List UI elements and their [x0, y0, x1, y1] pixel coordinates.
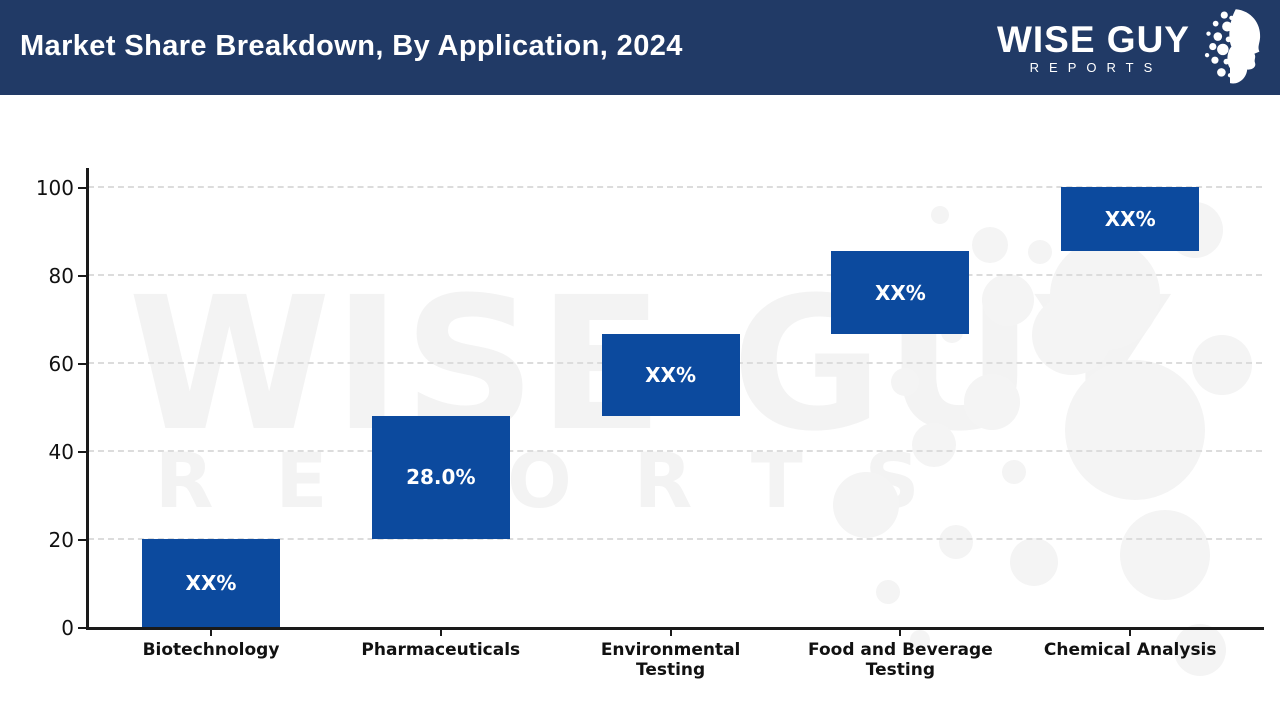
category-label: Pharmaceuticals — [325, 640, 557, 660]
gridline — [88, 450, 1262, 452]
x-tick-mark — [899, 630, 902, 636]
x-tick-mark — [669, 630, 672, 636]
bar-value-label: XX% — [185, 571, 237, 595]
header: Market Share Breakdown, By Application, … — [0, 0, 1280, 95]
logo-text: WISE GUY REPORTS — [997, 21, 1190, 74]
category-label: Biotechnology — [95, 640, 327, 660]
y-tick-label: 80 — [48, 264, 74, 288]
y-tick-label: 0 — [61, 616, 74, 640]
y-tick-label: 60 — [48, 352, 74, 376]
y-tick-mark — [78, 451, 86, 453]
category-label-line: Food and Beverage — [808, 640, 993, 660]
chart-body: WISE GUY REPORTS 0 20 40 60 80 100 XX% Biotechn… — [0, 95, 1280, 720]
category-label-line: Biotechnology — [142, 640, 280, 660]
bar-pharmaceuticals: 28.0% — [371, 415, 510, 539]
category-label-line: Environmental — [600, 640, 741, 660]
category-label: Chemical Analysis — [1014, 640, 1246, 660]
category-label: Food and Beverage Testing — [784, 640, 1016, 680]
logo-face-icon — [1204, 8, 1261, 84]
y-tick-mark — [78, 363, 86, 365]
category-label-line: Testing — [635, 660, 706, 680]
y-tick-mark — [78, 627, 86, 629]
y-axis-line — [86, 168, 89, 629]
watermark-dots-decoration — [833, 202, 1252, 676]
bar-biotechnology: XX% — [142, 539, 280, 627]
y-tick-label: 20 — [48, 528, 74, 552]
logo-wordmark: WISE GUY — [996, 19, 1190, 60]
y-tick-mark — [78, 539, 86, 541]
gridline — [88, 186, 1262, 188]
gridline — [88, 538, 1262, 540]
logo: WISE GUY REPORTS — [997, 0, 1266, 95]
page-title: Market Share Breakdown, By Application, … — [20, 29, 683, 62]
y-tick-mark — [78, 187, 86, 189]
category-label-line: Pharmaceuticals — [361, 640, 521, 660]
category-label: Environmental Testing — [555, 640, 787, 680]
y-tick-label: 40 — [48, 440, 74, 464]
category-label-line: Testing — [865, 660, 935, 680]
watermark-subtitle: REPORTS — [155, 436, 982, 525]
y-tick-label: 100 — [35, 176, 74, 200]
x-tick-mark — [1129, 630, 1132, 636]
bar-chemical-analysis: XX% — [1061, 187, 1200, 251]
y-tick-mark — [78, 275, 86, 277]
x-tick-mark — [439, 630, 442, 636]
x-axis-line — [86, 627, 1264, 630]
gridline — [88, 274, 1262, 276]
category-label-line: Chemical Analysis — [1043, 640, 1217, 660]
logo-subtitle: REPORTS — [1029, 60, 1163, 75]
bar-value-label: XX% — [645, 363, 697, 388]
x-tick-mark — [210, 630, 212, 636]
bar-value-label: 28.0% — [406, 465, 476, 490]
bar-food-and-beverage-testing: XX% — [831, 250, 970, 335]
bar-value-label: XX% — [874, 280, 926, 305]
bar-value-label: XX% — [1104, 206, 1156, 231]
bar-environmental-testing: XX% — [601, 334, 740, 416]
